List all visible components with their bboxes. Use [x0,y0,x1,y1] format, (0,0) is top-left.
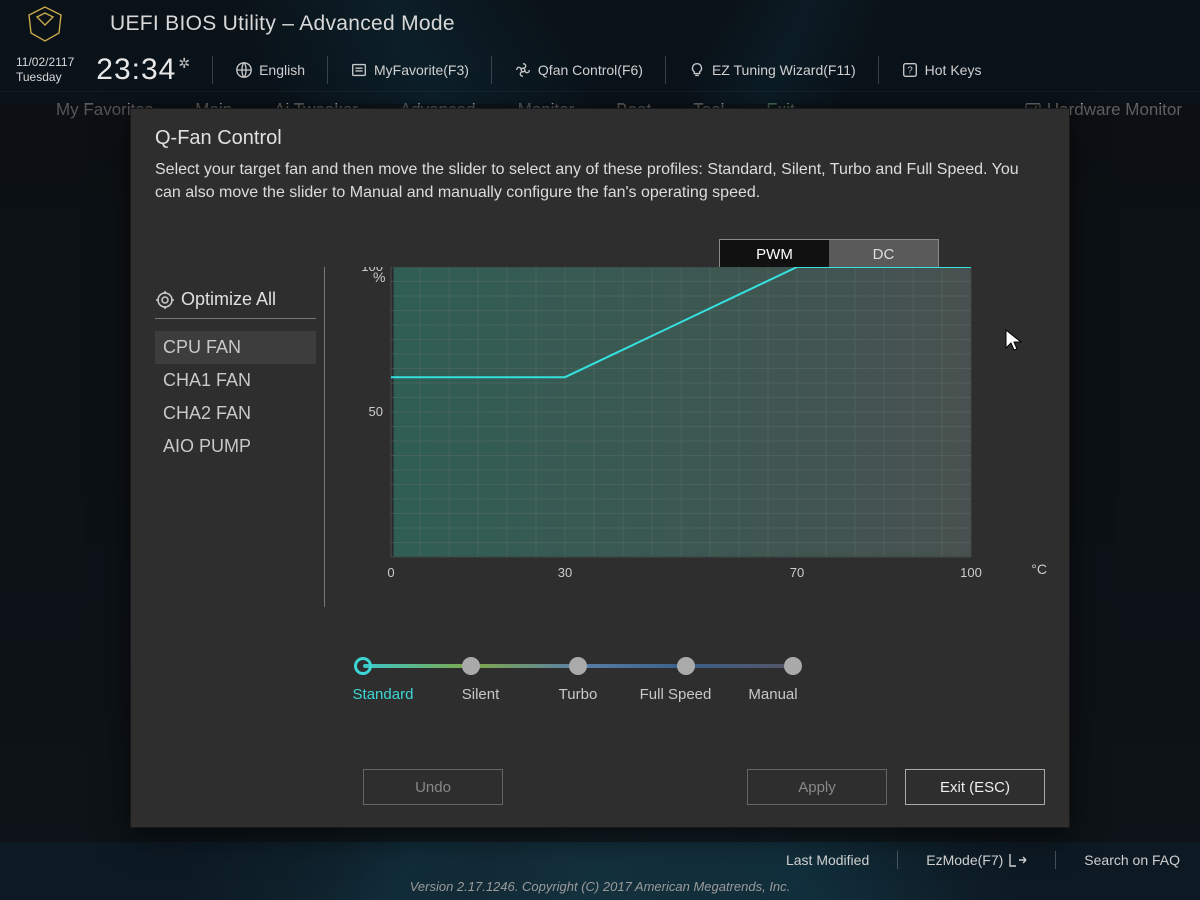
fan-item-aio-pump[interactable]: AIO PUMP [155,430,316,463]
modal-description: Select your target fan and then move the… [155,158,1025,204]
x-axis-unit: °C [1031,561,1047,577]
ez-tuning-button[interactable]: EZ Tuning Wizard(F11) [688,61,856,79]
svg-text:100: 100 [960,565,982,580]
version-text: Version 2.17.1246. Copyright (C) 2017 Am… [0,875,1200,900]
last-modified-link[interactable]: Last Modified [786,851,869,869]
mode-pwm[interactable]: PWM [720,240,829,268]
fan-sidebar: Optimize All CPU FANCHA1 FANCHA2 FANAIO … [155,267,325,607]
profile-label-manual: Manual [733,686,813,703]
fan-item-cha2-fan[interactable]: CHA2 FAN [155,397,316,430]
profile-label-silent: Silent [441,686,521,703]
svg-text:0: 0 [387,565,394,580]
bulb-icon [688,61,706,79]
fan-curve-chart[interactable]: 5010003070100 [361,267,1001,593]
profile-dot-full-speed[interactable] [677,657,695,675]
exit-button[interactable]: Exit (ESC) [905,769,1045,805]
optimize-all-button[interactable]: Optimize All [155,285,316,319]
profile-slider[interactable]: StandardSilentTurboFull SpeedManual [363,664,793,703]
target-icon [155,290,175,310]
qfan-modal: Q-Fan Control Select your target fan and… [130,108,1070,828]
fan-item-cpu-fan[interactable]: CPU FAN [155,331,316,364]
exit-right-icon [1009,853,1027,867]
clock[interactable]: 23:34 ✲ [96,53,190,87]
search-faq-link[interactable]: Search on FAQ [1084,851,1180,869]
mode-toggle[interactable]: PWM DC [719,239,939,269]
date-text: 11/02/2117 [16,55,74,69]
y-axis-unit: % [373,269,385,285]
brand-logo [20,4,70,44]
svg-text:50: 50 [369,404,383,419]
undo-button[interactable]: Undo [363,769,503,805]
apply-button[interactable]: Apply [747,769,887,805]
help-icon: ? [901,61,919,79]
date-block: 11/02/2117 Tuesday [16,55,74,84]
profile-dot-silent[interactable] [462,657,480,675]
svg-text:?: ? [907,65,913,76]
modal-title: Q-Fan Control [155,127,1045,150]
profile-label-full-speed: Full Speed [636,686,716,703]
ezmode-button[interactable]: EzMode(F7) [926,851,1027,869]
clock-time: 23:34 [96,53,176,87]
list-icon [350,61,368,79]
myfavorite-button[interactable]: MyFavorite(F3) [350,61,469,79]
qfan-button[interactable]: Qfan Control(F6) [514,61,643,79]
profile-dot-turbo[interactable] [569,657,587,675]
mode-dc[interactable]: DC [829,240,938,268]
profile-label-standard: Standard [343,686,423,703]
fan-icon [514,61,532,79]
profile-dot-standard[interactable] [354,657,372,675]
gear-icon[interactable]: ✲ [178,55,190,72]
svg-text:70: 70 [790,565,804,580]
day-text: Tuesday [16,70,62,84]
profile-dot-manual[interactable] [784,657,802,675]
globe-icon [235,61,253,79]
hotkeys-button[interactable]: ? Hot Keys [901,61,982,79]
app-title: UEFI BIOS Utility – Advanced Mode [110,12,455,36]
fan-item-cha1-fan[interactable]: CHA1 FAN [155,364,316,397]
svg-text:30: 30 [558,565,572,580]
profile-label-turbo: Turbo [538,686,618,703]
language-selector[interactable]: English [235,61,305,79]
